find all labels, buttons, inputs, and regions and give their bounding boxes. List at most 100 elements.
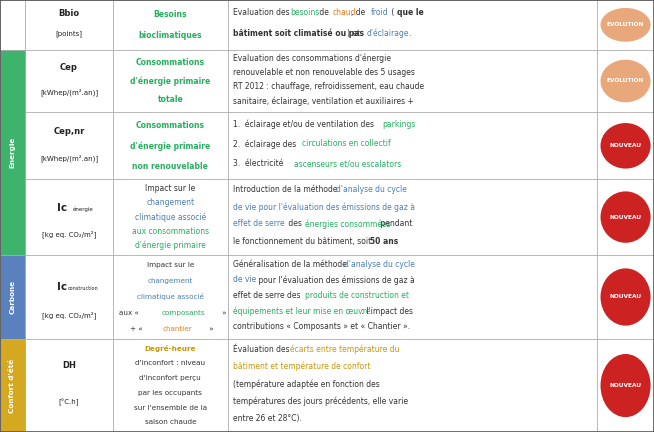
Text: [kg eq. CO₂/m²]: [kg eq. CO₂/m²]: [42, 230, 96, 238]
Text: Ic: Ic: [58, 203, 67, 213]
Text: Energie: Energie: [9, 137, 16, 168]
Text: de vie pour l'évaluation des émissions de gaz à: de vie pour l'évaluation des émissions d…: [233, 202, 415, 212]
Text: EVOLUTION: EVOLUTION: [607, 79, 644, 83]
Text: Bbio: Bbio: [58, 10, 80, 19]
Text: d'inconfort perçu: d'inconfort perçu: [139, 375, 201, 381]
FancyBboxPatch shape: [597, 112, 654, 179]
Text: Impact sur le: Impact sur le: [145, 184, 196, 193]
Text: , de: , de: [351, 8, 368, 17]
Text: .: .: [409, 29, 411, 38]
Text: totale: totale: [158, 95, 183, 105]
Text: NOUVEAU: NOUVEAU: [610, 215, 642, 219]
Ellipse shape: [600, 8, 651, 42]
Text: par les occupants: par les occupants: [139, 390, 202, 396]
FancyBboxPatch shape: [0, 339, 25, 432]
Text: d'énergie primaire: d'énergie primaire: [130, 76, 211, 86]
FancyBboxPatch shape: [113, 112, 228, 179]
Text: saison chaude: saison chaude: [145, 419, 196, 426]
Text: 50 ans: 50 ans: [370, 237, 398, 246]
Text: bâtiment et température de confort: bâtiment et température de confort: [233, 362, 370, 372]
Text: Confort d'été: Confort d'été: [9, 359, 16, 413]
FancyBboxPatch shape: [25, 339, 113, 432]
Text: pendant: pendant: [378, 219, 412, 229]
Text: ) et: ) et: [347, 29, 363, 38]
Text: écarts entre température du: écarts entre température du: [290, 345, 400, 354]
Text: d'énergie primaire: d'énergie primaire: [135, 241, 206, 251]
Text: changement: changement: [146, 198, 194, 207]
FancyBboxPatch shape: [228, 112, 597, 179]
Text: [kg eq. CO₂/m²]: [kg eq. CO₂/m²]: [42, 311, 96, 319]
Text: Cep,nr: Cep,nr: [54, 127, 84, 136]
Text: d'analyse du cycle: d'analyse du cycle: [336, 185, 407, 194]
Text: DH: DH: [62, 361, 76, 370]
Text: des: des: [286, 219, 305, 229]
Text: Degré-heure: Degré-heure: [145, 345, 196, 352]
Text: énergies consommées: énergies consommées: [305, 219, 391, 229]
Text: Ic: Ic: [58, 282, 67, 292]
Text: 3.  électricité: 3. électricité: [233, 159, 286, 168]
Text: Évaluation des: Évaluation des: [233, 345, 292, 354]
FancyBboxPatch shape: [597, 50, 654, 112]
Text: 2.  éclairage des: 2. éclairage des: [233, 139, 298, 149]
Text: NOUVEAU: NOUVEAU: [610, 295, 642, 299]
FancyBboxPatch shape: [113, 0, 228, 50]
FancyBboxPatch shape: [25, 50, 113, 112]
Text: sur l'ensemble de la: sur l'ensemble de la: [134, 405, 207, 411]
Text: pour l'évaluation des émissions de gaz à: pour l'évaluation des émissions de gaz à: [256, 275, 415, 285]
Text: Evaluation des consommations d'énergie: Evaluation des consommations d'énergie: [233, 54, 391, 63]
Text: sanitaire, éclairage, ventilation et auxiliaires +: sanitaire, éclairage, ventilation et aux…: [233, 96, 414, 106]
Text: construction: construction: [68, 286, 99, 291]
Text: bâtiment soit climatisé ou pas: bâtiment soit climatisé ou pas: [233, 29, 364, 38]
Text: d'énergie primaire: d'énergie primaire: [130, 141, 211, 150]
Text: 1.  éclairage et/ou de ventilation des: 1. éclairage et/ou de ventilation des: [233, 119, 376, 129]
Text: Impact sur le: Impact sur le: [146, 262, 194, 268]
Text: d'inconfort : niveau: d'inconfort : niveau: [135, 360, 205, 366]
Text: que le: que le: [397, 8, 424, 17]
FancyBboxPatch shape: [0, 255, 25, 339]
Text: changement: changement: [148, 278, 193, 284]
FancyBboxPatch shape: [228, 179, 597, 255]
Text: [°C.h]: [°C.h]: [59, 399, 79, 406]
Text: + «: + «: [129, 326, 145, 332]
Text: entre 26 et 28°C).: entre 26 et 28°C).: [233, 414, 301, 423]
FancyBboxPatch shape: [25, 112, 113, 179]
Text: bioclimatiques: bioclimatiques: [139, 31, 202, 40]
Text: d'éclairage: d'éclairage: [366, 29, 409, 38]
Text: chaud: chaud: [332, 8, 356, 17]
FancyBboxPatch shape: [597, 0, 654, 50]
Text: (température adaptée en fonction des: (température adaptée en fonction des: [233, 379, 379, 389]
Text: EVOLUTION: EVOLUTION: [607, 22, 644, 27]
FancyBboxPatch shape: [597, 179, 654, 255]
Text: équipements et leur mise en œuvre: équipements et leur mise en œuvre: [233, 306, 370, 316]
Text: aux «: aux «: [120, 310, 142, 316]
Text: NOUVEAU: NOUVEAU: [610, 383, 642, 388]
Text: (: (: [389, 8, 395, 17]
Text: circulations en collectif: circulations en collectif: [301, 140, 390, 148]
FancyBboxPatch shape: [597, 339, 654, 432]
Text: [points]: [points]: [56, 30, 82, 37]
Text: »: »: [220, 310, 227, 316]
Text: climatique associé: climatique associé: [135, 213, 206, 222]
FancyBboxPatch shape: [228, 50, 597, 112]
Text: Consommations: Consommations: [136, 57, 205, 67]
Ellipse shape: [600, 123, 651, 168]
Ellipse shape: [600, 60, 651, 102]
FancyBboxPatch shape: [113, 179, 228, 255]
FancyBboxPatch shape: [228, 255, 597, 339]
Text: effet de serre: effet de serre: [233, 219, 284, 229]
FancyBboxPatch shape: [228, 339, 597, 432]
FancyBboxPatch shape: [113, 339, 228, 432]
Text: Consommations: Consommations: [136, 121, 205, 130]
Text: non renouvelable: non renouvelable: [132, 162, 209, 171]
Text: [kWhep/(m².an)]: [kWhep/(m².an)]: [40, 89, 98, 96]
Text: Evaluation des: Evaluation des: [233, 8, 292, 17]
Text: : l'impact des: : l'impact des: [359, 307, 413, 315]
Text: contributions « Composants » et « Chantier ».: contributions « Composants » et « Chanti…: [233, 322, 410, 331]
Text: »: »: [207, 326, 213, 332]
Text: Besoins: Besoins: [154, 10, 187, 19]
Text: aux consommations: aux consommations: [132, 227, 209, 236]
Text: RT 2012 : chauffage, refroidissement, eau chaude: RT 2012 : chauffage, refroidissement, ea…: [233, 82, 424, 91]
Text: Introduction de la méthode: Introduction de la méthode: [233, 185, 339, 194]
Text: températures des jours précédents, elle varie: températures des jours précédents, elle …: [233, 396, 408, 406]
Text: de vie: de vie: [233, 275, 256, 284]
